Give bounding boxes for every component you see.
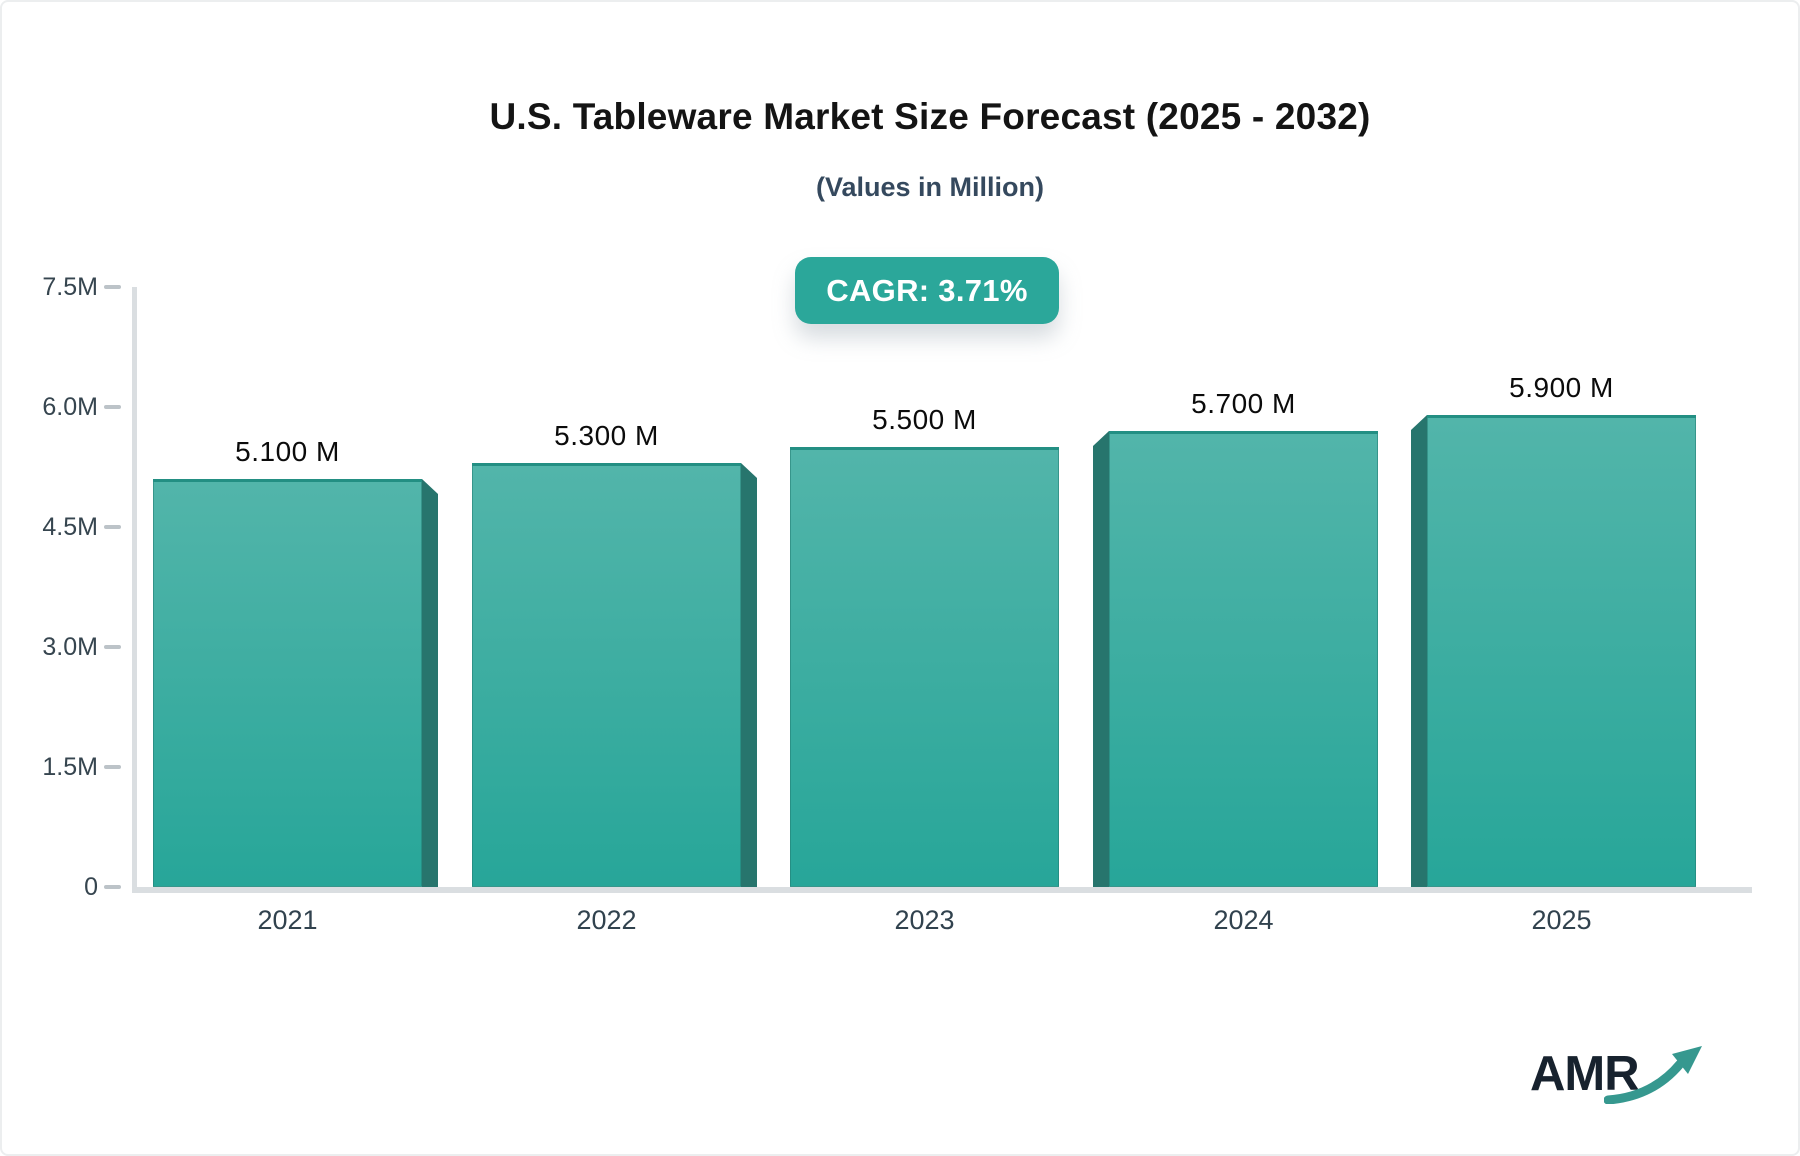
x-axis-label: 2025 bbox=[1531, 905, 1592, 935]
y-tick-mark bbox=[104, 405, 121, 409]
bar-value-label: 5.700 M bbox=[1191, 388, 1296, 419]
y-tick-label: 1.5M bbox=[42, 753, 98, 781]
bar-2022 bbox=[472, 463, 741, 887]
x-axis-label: 2022 bbox=[576, 905, 637, 935]
growth-arrow-icon bbox=[1604, 1046, 1702, 1104]
x-axis-label: 2023 bbox=[894, 905, 955, 935]
bar-2021 bbox=[153, 479, 422, 887]
bar-value-label: 5.300 M bbox=[554, 420, 659, 451]
y-tick-mark bbox=[104, 885, 121, 889]
bar-value-label: 5.500 M bbox=[872, 404, 977, 435]
amr-logo: AMR bbox=[1530, 1040, 1725, 1116]
bar-2023 bbox=[790, 447, 1059, 887]
bar-value-label: 5.100 M bbox=[235, 436, 340, 467]
chart-subtitle: (Values in Million) bbox=[815, 172, 1045, 202]
y-tick-label: 4.5M bbox=[42, 513, 98, 541]
bar-3d-side bbox=[1411, 415, 1427, 887]
bar-2024 bbox=[1109, 431, 1378, 887]
bar-3d-side bbox=[1093, 431, 1109, 887]
y-tick-label: 7.5M bbox=[42, 273, 98, 301]
x-axis-line bbox=[132, 887, 1752, 893]
bar-2025 bbox=[1427, 415, 1696, 887]
y-tick-label: 0 bbox=[84, 873, 98, 901]
y-axis-line bbox=[132, 287, 137, 887]
x-axis-label: 2021 bbox=[257, 905, 318, 935]
chart-title: U.S. Tableware Market Size Forecast (202… bbox=[489, 96, 1371, 137]
bar-3d-side bbox=[741, 463, 757, 887]
x-axis-label: 2024 bbox=[1213, 905, 1274, 935]
y-tick-mark bbox=[104, 645, 121, 649]
y-tick-mark bbox=[104, 765, 121, 769]
amr-logo-text: AMR bbox=[1530, 1047, 1640, 1101]
y-tick-mark bbox=[104, 285, 121, 289]
y-tick-label: 3.0M bbox=[42, 633, 98, 661]
cagr-badge-label: CAGR: 3.71% bbox=[826, 272, 1028, 308]
bar-value-label: 5.900 M bbox=[1509, 372, 1614, 403]
cagr-badge: CAGR: 3.71% bbox=[795, 257, 1059, 324]
y-tick-label: 6.0M bbox=[42, 393, 98, 421]
y-tick-mark bbox=[104, 525, 121, 529]
bar-3d-side bbox=[422, 479, 438, 887]
